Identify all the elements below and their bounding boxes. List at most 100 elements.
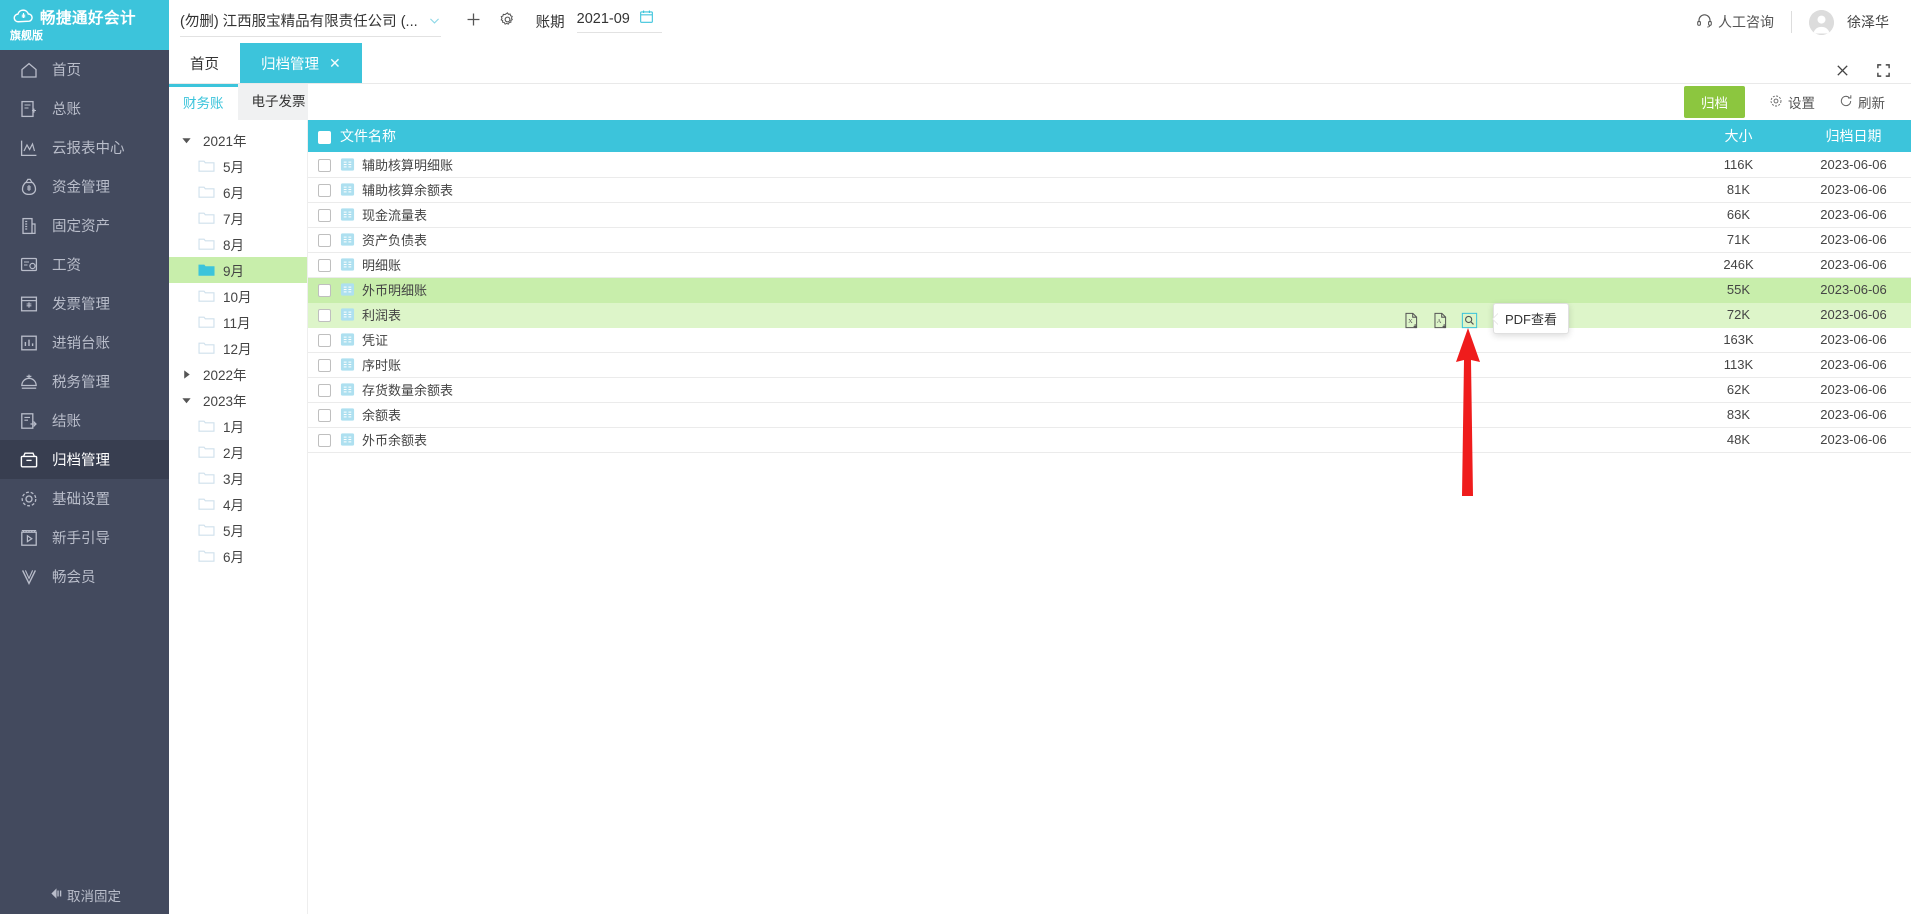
settings-button[interactable]: 设置 bbox=[1769, 92, 1815, 112]
tree-month-node[interactable]: 8月 bbox=[169, 231, 307, 257]
gear-icon[interactable] bbox=[499, 11, 516, 33]
column-header-name[interactable]: 文件名称 bbox=[340, 120, 1681, 152]
row-checkbox[interactable] bbox=[317, 359, 331, 373]
tree-month-node[interactable]: 2月 bbox=[169, 439, 307, 465]
table-row[interactable]: 序时账 113K 2023-06-06 bbox=[308, 352, 1911, 378]
sidebar-item-9[interactable]: 税务管理 bbox=[0, 362, 169, 401]
row-checkbox[interactable] bbox=[317, 234, 331, 248]
file-name-label: 凭证 bbox=[362, 333, 389, 348]
sidebar-item-14[interactable]: 畅会员 bbox=[0, 557, 169, 596]
tree-month-node[interactable]: 6月 bbox=[169, 543, 307, 569]
column-header-date[interactable]: 归档日期 bbox=[1796, 120, 1911, 152]
archive-date-cell: 2023-06-06 bbox=[1796, 327, 1911, 353]
tree-month-node[interactable]: 1月 bbox=[169, 413, 307, 439]
brand-edition: 旗舰版 bbox=[10, 30, 43, 42]
table-row[interactable]: 资产负债表 71K 2023-06-06 bbox=[308, 227, 1911, 253]
table-row[interactable]: 辅助核算余额表 81K 2023-06-06 bbox=[308, 177, 1911, 203]
pdf-download-icon[interactable]: A bbox=[1432, 312, 1449, 329]
file-size-cell: 163K bbox=[1681, 327, 1796, 353]
cloud-logo-icon bbox=[12, 5, 35, 28]
sidebar-item-12[interactable]: 基础设置 bbox=[0, 479, 169, 518]
sidebar-item-7[interactable]: 发票管理 bbox=[0, 284, 169, 323]
sidebar-item-2[interactable]: 总账 bbox=[0, 89, 169, 128]
table-row[interactable]: 外币余额表 48K 2023-06-06 bbox=[308, 427, 1911, 453]
row-checkbox[interactable] bbox=[317, 259, 331, 273]
row-select-cell bbox=[308, 177, 340, 203]
sidebar-item-11[interactable]: 归档管理 bbox=[0, 440, 169, 479]
company-selector[interactable]: (勿删) 江西服宝精品有限责任公司 (... bbox=[180, 7, 441, 37]
table-row[interactable]: 凭证 163K 2023-06-06 bbox=[308, 327, 1911, 353]
pdf-view-icon[interactable] bbox=[1461, 312, 1478, 329]
refresh-label: 刷新 bbox=[1858, 96, 1885, 111]
consult-button[interactable]: 人工咨询 bbox=[1696, 12, 1774, 32]
avatar[interactable] bbox=[1809, 9, 1834, 35]
guide-play-icon bbox=[19, 528, 39, 548]
row-checkbox[interactable] bbox=[317, 384, 331, 398]
calendar-icon[interactable] bbox=[639, 9, 654, 28]
gear-icon bbox=[1769, 94, 1788, 111]
excel-download-icon[interactable]: X bbox=[1403, 312, 1420, 329]
tab-archive-management[interactable]: 归档管理 ✕ bbox=[240, 43, 362, 83]
chevron-down-icon[interactable] bbox=[428, 14, 441, 27]
fullscreen-icon[interactable] bbox=[1876, 63, 1891, 83]
close-icon[interactable] bbox=[1835, 63, 1850, 83]
add-company-button[interactable] bbox=[465, 11, 482, 33]
tree-year-node[interactable]: 2021年 bbox=[169, 127, 307, 153]
period-selector[interactable]: 账期 2021-09 bbox=[536, 7, 662, 37]
table-row[interactable]: 现金流量表 66K 2023-06-06 bbox=[308, 202, 1911, 228]
table-row[interactable]: 外币明细账 55K 2023-06-06 bbox=[308, 277, 1911, 303]
row-checkbox[interactable] bbox=[317, 434, 331, 448]
sidebar-item-13[interactable]: 新手引导 bbox=[0, 518, 169, 557]
table-row[interactable]: 明细账 246K 2023-06-06 bbox=[308, 252, 1911, 278]
close-icon[interactable]: ✕ bbox=[329, 54, 341, 71]
tree-month-node[interactable]: 5月 bbox=[169, 517, 307, 543]
tree-month-node[interactable]: 10月 bbox=[169, 283, 307, 309]
row-checkbox[interactable] bbox=[317, 209, 331, 223]
row-checkbox[interactable] bbox=[317, 334, 331, 348]
tab-home[interactable]: 首页 bbox=[169, 43, 240, 83]
period-label: 账期 bbox=[535, 14, 565, 31]
archive-button[interactable]: 归档 bbox=[1684, 86, 1745, 118]
column-header-size[interactable]: 大小 bbox=[1681, 120, 1796, 152]
sidebar-item-5[interactable]: 固定资产 bbox=[0, 206, 169, 245]
row-checkbox[interactable] bbox=[317, 284, 331, 298]
tree-year-node[interactable]: 2022年 bbox=[169, 361, 307, 387]
tree-month-node[interactable]: 9月 bbox=[169, 257, 307, 283]
sidebar-item-1[interactable]: 首页 bbox=[0, 50, 169, 89]
sidebar-item-8[interactable]: 进销台账 bbox=[0, 323, 169, 362]
period-value-box[interactable]: 2021-09 bbox=[576, 9, 662, 33]
table-row[interactable]: 辅助核算明细账 116K 2023-06-06 bbox=[308, 152, 1911, 178]
select-all-checkbox[interactable] bbox=[317, 130, 331, 144]
row-checkbox[interactable] bbox=[317, 184, 331, 198]
tree-node-label: 11月 bbox=[223, 316, 251, 331]
tree-month-node[interactable]: 5月 bbox=[169, 153, 307, 179]
table-body: 辅助核算明细账 116K 2023-06-06 辅助核算余额表 81K 2023-06-0… bbox=[308, 152, 1911, 453]
tree-month-node[interactable]: 6月 bbox=[169, 179, 307, 205]
sidebar-item-6[interactable]: 工资 bbox=[0, 245, 169, 284]
tree-year-node[interactable]: 2023年 bbox=[169, 387, 307, 413]
sub-tab-1[interactable]: 财务账 bbox=[169, 84, 238, 120]
sub-tab-2[interactable]: 电子发票 bbox=[237, 84, 321, 120]
row-checkbox[interactable] bbox=[317, 309, 331, 323]
table-row[interactable]: 余额表 83K 2023-06-06 bbox=[308, 402, 1911, 428]
table-row[interactable]: 利润表 72K 2023-06-06 bbox=[308, 302, 1911, 328]
tree-month-node[interactable]: 4月 bbox=[169, 491, 307, 517]
caret-right-icon[interactable] bbox=[181, 369, 195, 380]
tree-month-node[interactable]: 3月 bbox=[169, 465, 307, 491]
caret-down-icon[interactable] bbox=[181, 395, 195, 406]
tree-month-node[interactable]: 12月 bbox=[169, 335, 307, 361]
sidebar-item-3[interactable]: 云报表中心 bbox=[0, 128, 169, 167]
sidebar-item-10[interactable]: 结账 bbox=[0, 401, 169, 440]
table-row[interactable]: 存货数量余额表 62K 2023-06-06 bbox=[308, 377, 1911, 403]
sidebar-item-4[interactable]: 资金管理 bbox=[0, 167, 169, 206]
row-checkbox[interactable] bbox=[317, 158, 331, 172]
caret-down-icon[interactable] bbox=[181, 135, 195, 146]
refresh-button[interactable]: 刷新 bbox=[1839, 92, 1885, 112]
vip-icon bbox=[19, 567, 39, 587]
tree-node-label: 2月 bbox=[223, 446, 245, 461]
collapse-sidebar-button[interactable]: 取消固定 bbox=[0, 876, 169, 914]
tree-month-node[interactable]: 7月 bbox=[169, 205, 307, 231]
tree-month-node[interactable]: 11月 bbox=[169, 309, 307, 335]
row-checkbox[interactable] bbox=[317, 409, 331, 423]
content-area: 财务账电子发票银行回单 2021年 5月 6月 7月 8月 9月 10月 11月 12月 2022… bbox=[169, 84, 1911, 914]
